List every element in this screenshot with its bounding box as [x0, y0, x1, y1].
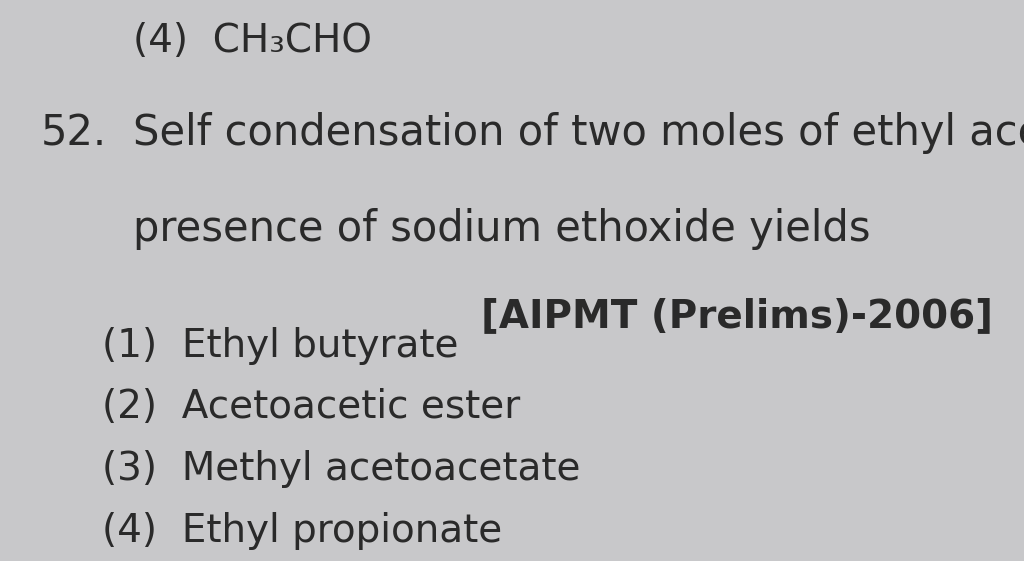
- Text: (4)  CH₃CHO: (4) CH₃CHO: [133, 22, 372, 61]
- Text: (3)  Methyl acetoacetate: (3) Methyl acetoacetate: [102, 450, 581, 488]
- Text: [AIPMT (Prelims)-2006]: [AIPMT (Prelims)-2006]: [481, 297, 993, 335]
- Text: (4)  Ethyl propionate: (4) Ethyl propionate: [102, 512, 503, 550]
- Text: 52.: 52.: [41, 112, 108, 154]
- Text: (2)  Acetoacetic ester: (2) Acetoacetic ester: [102, 388, 520, 426]
- Text: Self condensation of two moles of ethyl acetate in: Self condensation of two moles of ethyl …: [133, 112, 1024, 154]
- Text: (1)  Ethyl butyrate: (1) Ethyl butyrate: [102, 327, 459, 365]
- Text: presence of sodium ethoxide yields: presence of sodium ethoxide yields: [133, 208, 870, 250]
